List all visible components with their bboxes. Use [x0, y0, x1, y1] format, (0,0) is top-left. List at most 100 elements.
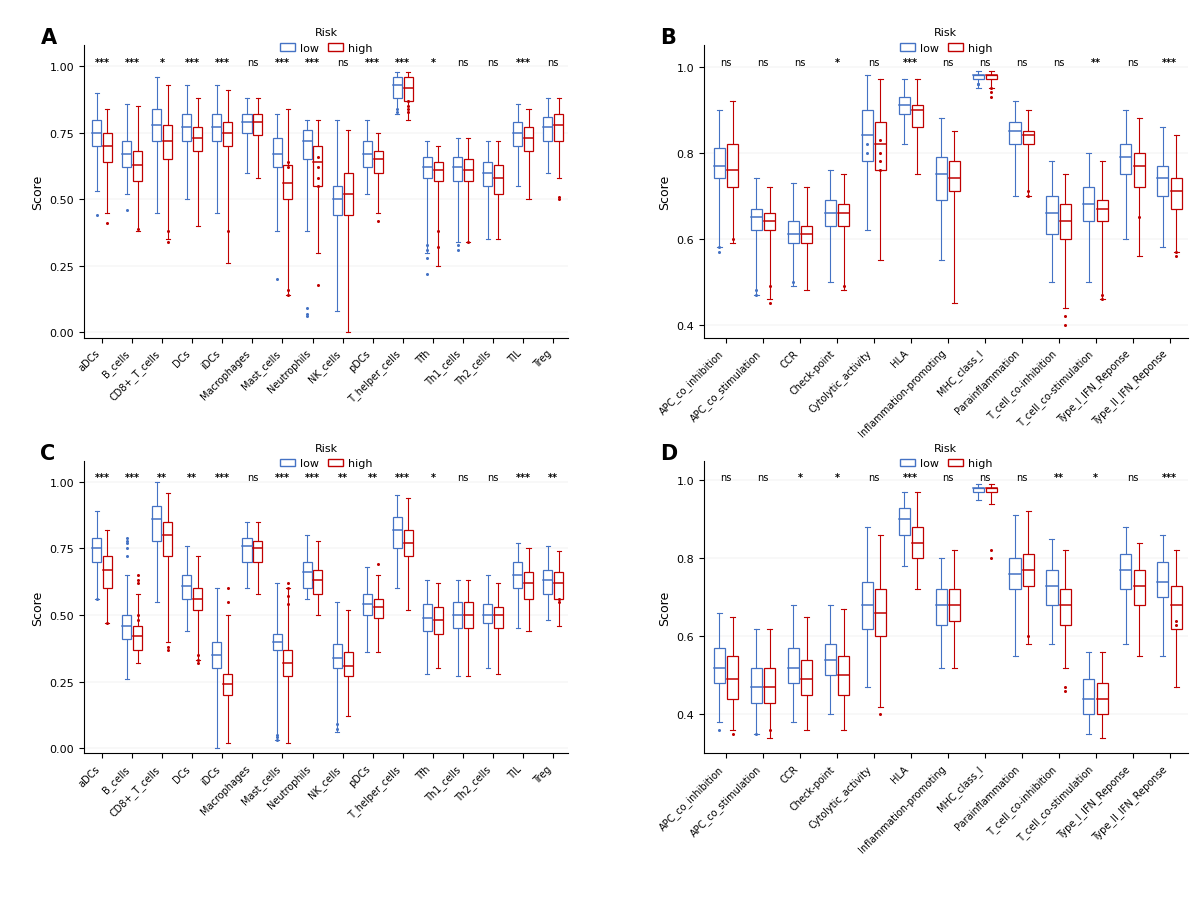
Bar: [1046, 197, 1057, 235]
Text: ***: ***: [904, 58, 918, 68]
Y-axis label: Score: Score: [658, 175, 671, 210]
Bar: [936, 158, 947, 200]
Bar: [764, 668, 775, 703]
Bar: [223, 674, 233, 695]
Bar: [454, 157, 462, 182]
Bar: [133, 153, 142, 182]
Text: ns: ns: [337, 58, 348, 68]
Bar: [1157, 166, 1169, 197]
Bar: [494, 165, 503, 195]
Bar: [524, 573, 533, 599]
Bar: [862, 582, 872, 629]
Text: ns: ns: [487, 58, 499, 68]
Bar: [373, 599, 383, 618]
Text: **: **: [367, 473, 378, 482]
Text: ns: ns: [1052, 58, 1064, 68]
Text: **: **: [157, 473, 167, 482]
Bar: [484, 163, 492, 187]
Bar: [1171, 179, 1182, 210]
Text: ns: ns: [757, 58, 769, 68]
Bar: [433, 607, 443, 634]
Bar: [223, 123, 233, 147]
Bar: [242, 539, 252, 562]
Bar: [163, 522, 172, 557]
Bar: [972, 76, 984, 80]
Bar: [554, 115, 563, 142]
Bar: [936, 590, 947, 625]
Bar: [714, 149, 725, 179]
Bar: [949, 590, 960, 621]
Bar: [272, 139, 282, 168]
Bar: [373, 153, 383, 174]
Text: ns: ns: [457, 473, 469, 482]
Bar: [1084, 679, 1094, 715]
Text: *: *: [834, 58, 839, 68]
Bar: [862, 110, 872, 162]
Text: *: *: [797, 473, 803, 482]
Legend: low, high: low, high: [900, 443, 992, 469]
Bar: [193, 129, 202, 153]
Bar: [212, 642, 222, 668]
Text: *: *: [1093, 473, 1098, 482]
Bar: [1084, 187, 1094, 222]
Text: *: *: [160, 58, 164, 68]
Bar: [1134, 571, 1145, 606]
Bar: [949, 162, 960, 192]
Bar: [362, 142, 372, 168]
Bar: [484, 605, 492, 623]
Bar: [875, 123, 886, 171]
Text: A: A: [41, 28, 56, 49]
Bar: [92, 120, 101, 147]
Text: ns: ns: [487, 473, 499, 482]
Bar: [313, 570, 323, 594]
Text: ***: ***: [1162, 473, 1177, 482]
Text: **: **: [187, 473, 197, 482]
Bar: [433, 163, 443, 182]
Text: ***: ***: [305, 58, 320, 68]
Text: **: **: [548, 473, 558, 482]
Bar: [122, 142, 131, 168]
Text: ***: ***: [395, 58, 410, 68]
Bar: [899, 97, 910, 115]
Bar: [787, 222, 799, 244]
Bar: [464, 602, 473, 629]
Bar: [875, 590, 886, 637]
Bar: [838, 656, 850, 695]
Text: ***: ***: [516, 58, 530, 68]
Bar: [253, 115, 263, 136]
Bar: [152, 109, 161, 142]
Bar: [727, 656, 738, 699]
Bar: [1022, 132, 1034, 145]
Text: ns: ns: [247, 473, 258, 482]
Bar: [343, 174, 353, 216]
Bar: [253, 541, 263, 562]
Bar: [92, 539, 101, 562]
Bar: [283, 650, 293, 676]
Y-axis label: Score: Score: [31, 590, 44, 625]
Bar: [1060, 590, 1070, 625]
Bar: [1022, 555, 1034, 586]
Text: ***: ***: [185, 58, 199, 68]
Bar: [422, 605, 432, 631]
Text: *: *: [431, 58, 436, 68]
Bar: [403, 78, 413, 102]
Bar: [802, 660, 812, 695]
Text: ns: ns: [457, 58, 469, 68]
Bar: [302, 562, 312, 589]
Bar: [1097, 684, 1108, 715]
Bar: [1097, 200, 1108, 222]
Text: ***: ***: [395, 473, 410, 482]
Bar: [272, 634, 282, 650]
Text: C: C: [41, 444, 55, 463]
Bar: [392, 517, 402, 549]
Bar: [802, 227, 812, 244]
Bar: [824, 644, 835, 675]
Bar: [554, 573, 563, 599]
Bar: [824, 200, 835, 227]
Bar: [912, 528, 923, 559]
Bar: [182, 575, 191, 599]
Legend: low, high: low, high: [280, 28, 372, 53]
Bar: [212, 115, 222, 142]
Bar: [787, 648, 799, 684]
Text: ns: ns: [720, 473, 732, 482]
